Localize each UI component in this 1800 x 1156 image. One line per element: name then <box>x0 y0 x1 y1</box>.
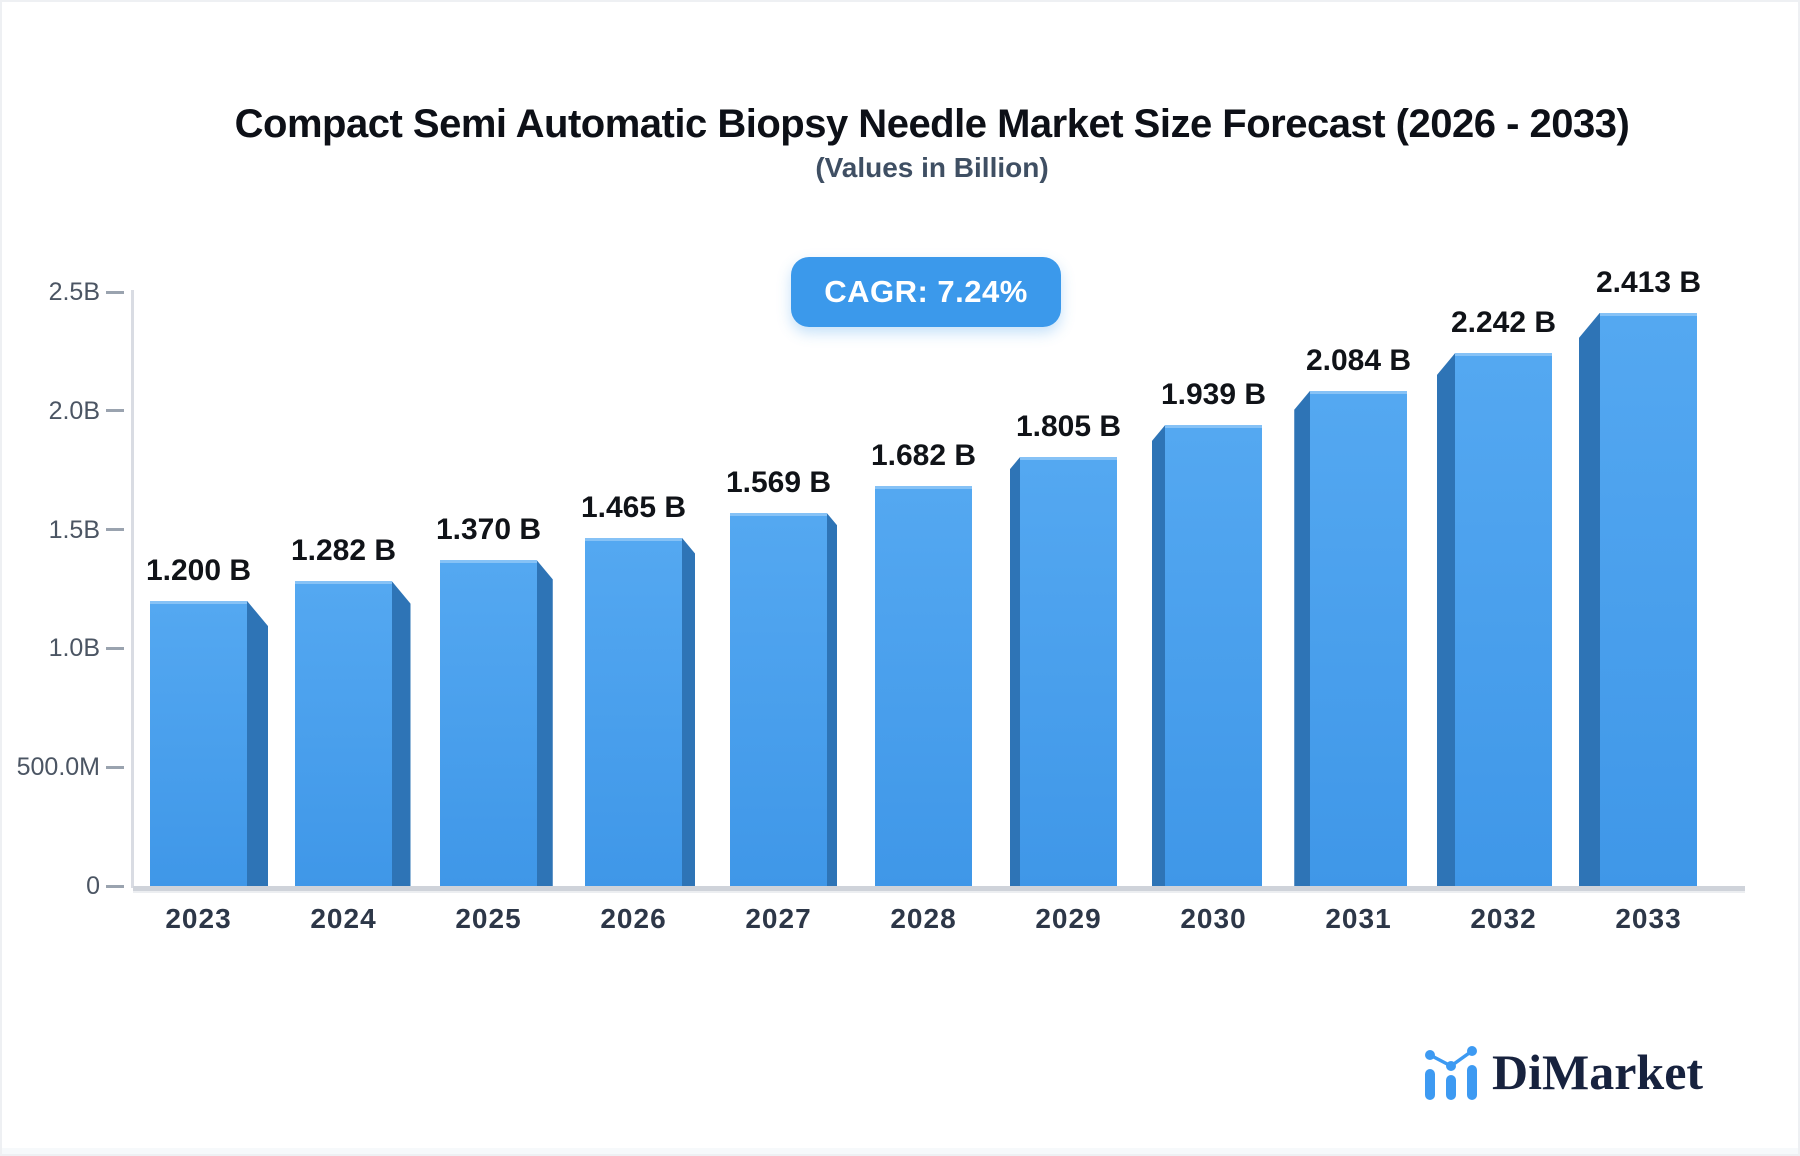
x-axis-label-2025: 2025 <box>455 903 522 934</box>
x-axis-label-2024: 2024 <box>310 903 377 934</box>
y-tick-mark <box>106 765 124 769</box>
x-axis-label-2026: 2026 <box>600 903 667 934</box>
bar-side-2033 <box>1578 312 1600 886</box>
y-tick-mark <box>106 528 124 532</box>
bar-2033[interactable] <box>1600 312 1697 886</box>
bar-2026[interactable] <box>585 537 682 886</box>
bar-side-2027 <box>827 513 838 886</box>
bar-2030[interactable] <box>1165 425 1262 886</box>
bar-value-label-2023: 1.200 B <box>145 553 252 587</box>
bar-value-label-2024: 1.282 B <box>290 534 397 568</box>
y-tick-mark <box>106 884 124 888</box>
x-axis-label-2027: 2027 <box>745 903 812 934</box>
bar-2024[interactable] <box>295 581 392 886</box>
bottom-strip <box>2 1148 1798 1154</box>
bar-value-label-2033: 2.413 B <box>1595 265 1702 299</box>
x-axis-label-2028: 2028 <box>890 903 957 934</box>
bar-2032[interactable] <box>1455 353 1552 886</box>
y-tick-label-1.0B: 1.0B <box>48 634 100 663</box>
brand-logo-text: DiMarket <box>1492 1044 1704 1100</box>
y-tick-label-1.5B: 1.5B <box>48 515 100 544</box>
bar-2027[interactable] <box>730 513 827 886</box>
y-tick-label-2.0B: 2.0B <box>48 396 100 425</box>
bar-2023[interactable] <box>150 600 247 886</box>
x-axis-label-2030: 2030 <box>1180 903 1247 934</box>
bar-value-label-2025: 1.370 B <box>435 513 542 547</box>
chart-subtitle: (Values in Billion) <box>815 152 1049 183</box>
bar-value-label-2027: 1.569 B <box>725 466 832 500</box>
bar-value-label-2032: 2.242 B <box>1450 306 1557 340</box>
y-tick-mark <box>106 290 124 294</box>
bar-side-2026 <box>682 537 695 886</box>
y-tick-mark <box>106 646 124 650</box>
bar-side-2032 <box>1436 353 1455 886</box>
x-axis-label-2033: 2033 <box>1615 903 1682 934</box>
bar-2025[interactable] <box>440 560 537 886</box>
bar-side-2030 <box>1152 425 1165 886</box>
x-axis-label-2032: 2032 <box>1470 903 1537 934</box>
y-tick-label-0: 0 <box>86 872 100 900</box>
bar-value-label-2026: 1.465 B <box>580 490 687 524</box>
bar-2029[interactable] <box>1020 457 1117 886</box>
bar-2028[interactable] <box>875 486 972 886</box>
chart-title: Compact Semi Automatic Biopsy Needle Mar… <box>234 102 1630 146</box>
y-tick-mark <box>106 409 124 413</box>
bar-value-label-2031: 2.084 B <box>1305 343 1412 377</box>
x-axis-label-2023: 2023 <box>165 903 232 934</box>
brand-logo: DiMarket <box>1424 1042 1703 1102</box>
bar-side-2025 <box>537 560 553 886</box>
x-axis-label-2029: 2029 <box>1035 903 1102 934</box>
y-tick-label-500.0M: 500.0M <box>16 753 100 782</box>
cagr-badge: CAGR: 7.24% <box>791 257 1061 327</box>
y-axis-line <box>131 290 134 888</box>
bar-2031[interactable] <box>1310 390 1407 886</box>
bar-value-label-2028: 1.682 B <box>870 439 977 473</box>
bar-side-2029 <box>1009 457 1020 886</box>
bar-side-2024 <box>392 581 411 886</box>
x-axis-baseline <box>133 886 1745 891</box>
y-tick-label-2.5B: 2.5B <box>48 278 100 306</box>
x-axis-label-2031: 2031 <box>1325 903 1392 934</box>
bar-value-label-2029: 1.805 B <box>1015 410 1122 444</box>
brand-logo-icon <box>1425 1046 1477 1100</box>
bar-side-2023 <box>247 600 269 886</box>
bar-value-label-2030: 1.939 B <box>1160 378 1267 412</box>
bar-side-2031 <box>1294 390 1310 886</box>
